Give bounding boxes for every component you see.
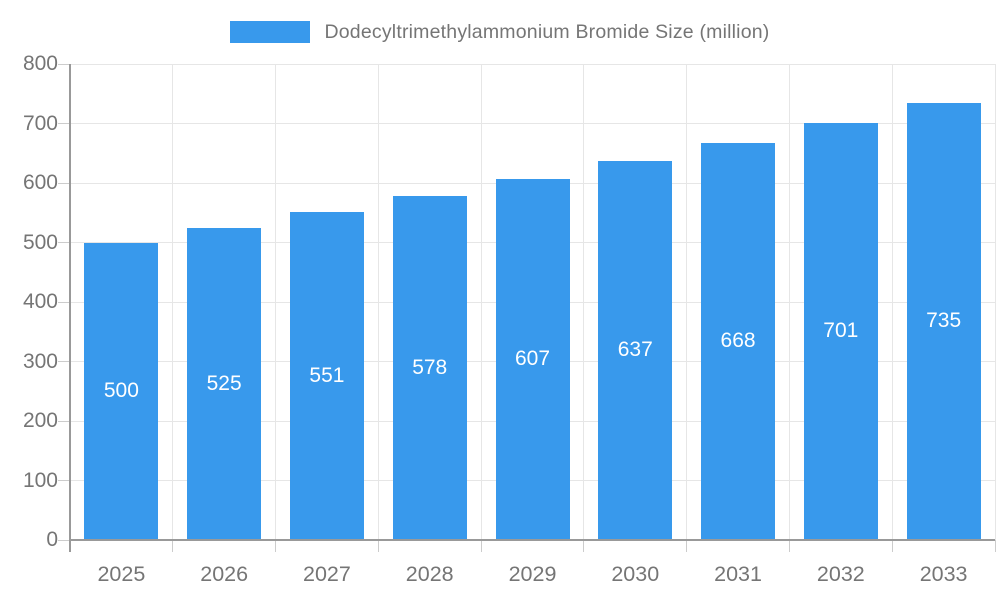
bar-value-label: 607 [514,347,551,371]
legend-swatch [230,21,311,43]
x-tick-label: 2032 [816,562,865,586]
bar-value-label: 735 [926,309,962,333]
y-axis-tick [58,123,70,124]
bar-value-label: 525 [206,371,242,395]
y-tick-label: 700 [22,111,58,135]
gridline-vertical [891,64,893,540]
y-axis-tick [58,420,70,422]
gridline-horizontal [70,123,995,124]
bar-value-label: 578 [412,356,448,380]
y-axis-tick [58,242,70,243]
y-tick-label: 400 [22,290,58,313]
gridline-vertical [686,64,688,540]
x-tick-label: 2026 [200,562,249,586]
bar [289,212,364,540]
y-tick-label: 200 [22,409,58,432]
y-axis-tick [58,361,70,362]
bar [495,178,570,540]
x-axis-tick [891,540,893,552]
x-tick-label: 2025 [97,562,146,586]
x-axis-tick [686,540,688,552]
gridline-vertical [994,64,996,540]
y-axis-tick [58,480,70,481]
x-axis-tick [275,540,277,552]
y-axis-tick [58,539,70,541]
x-axis-tick [788,540,790,552]
bar-value-label: 701 [823,319,859,343]
x-axis-tick [994,540,996,552]
x-tick-label: 2030 [611,562,660,586]
y-axis-tick [58,182,70,184]
chart-legend: Dodecyltrimethylammonium Bromide Size (m… [0,16,1000,48]
x-tick-label: 2033 [919,562,968,586]
bar [187,227,262,540]
y-axis-tick [58,301,70,303]
bar [84,242,159,540]
bar-value-label: 668 [720,329,756,353]
y-tick-label: 300 [22,349,58,373]
gridline-vertical [480,64,482,540]
x-tick-label: 2031 [714,562,762,586]
x-axis-tick [172,540,174,552]
y-axis-tick [58,63,70,65]
gridline-vertical [172,64,174,540]
y-tick-label: 500 [22,230,58,254]
x-tick-label: 2029 [508,562,557,586]
gridline-vertical [377,64,379,540]
y-tick-label: 800 [22,52,58,75]
gridline-vertical [583,64,585,540]
x-tick-label: 2027 [303,562,351,586]
bar [392,196,467,540]
x-tick-label: 2028 [405,562,454,586]
bar [598,160,673,540]
y-tick-label: 600 [22,171,58,194]
gridline-horizontal [70,63,995,65]
gridline-vertical [275,64,277,540]
bar [701,142,776,540]
x-axis-tick [583,540,585,552]
bar-value-label: 637 [617,338,653,362]
y-axis-line [69,64,71,552]
x-axis-tick [480,540,482,552]
y-tick-label: 0 [46,528,58,551]
x-axis-line [70,539,995,541]
chart-title: Dodecyltrimethylammonium Bromide Size (m… [324,20,770,43]
bar-value-label: 500 [103,379,139,403]
y-tick-label: 100 [22,468,58,492]
x-axis-tick [377,540,379,552]
bar [803,122,878,540]
bar-value-label: 551 [309,364,345,388]
bar [906,102,981,540]
gridline-vertical [788,64,790,540]
